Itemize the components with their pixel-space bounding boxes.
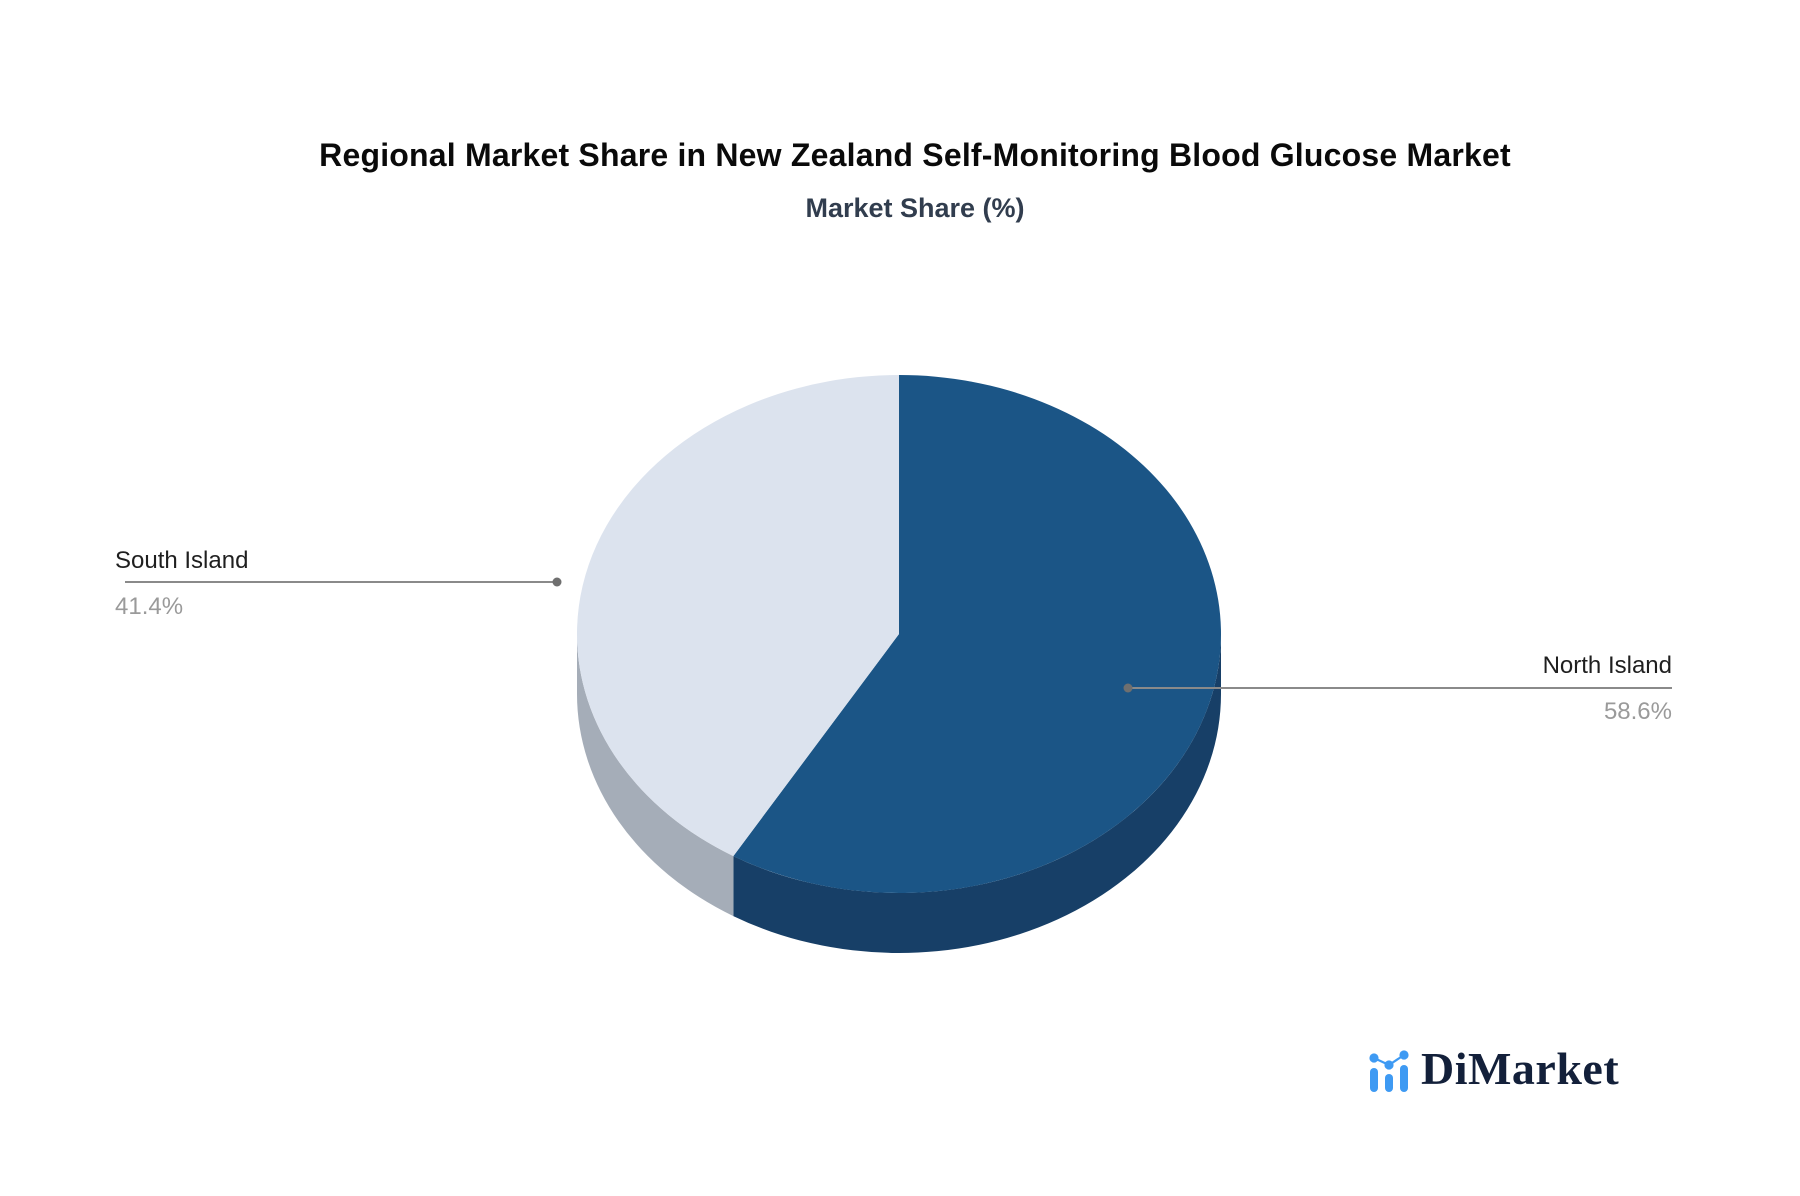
brand-name: DiMarket: [1421, 1043, 1620, 1094]
chart-title: Regional Market Share in New Zealand Sel…: [319, 137, 1511, 173]
pie-slice-north-island[interactable]: [733, 375, 1221, 894]
data-label-north-island-pct: 58.6%: [1603, 698, 1672, 725]
connector-north-island-dot: [1123, 683, 1133, 693]
pie-slice-south-island[interactable]: [576, 375, 899, 857]
connector-south-island-dot: [552, 577, 562, 587]
data-label-south-island-pct: 41.4%: [115, 593, 184, 620]
data-label-south-island: South Island: [115, 547, 249, 574]
brand-logo: DiMarket: [1369, 1046, 1619, 1106]
bar-chart-logo-icon: [1369, 1050, 1409, 1092]
pie-slice-side-south-island: [576, 634, 734, 917]
data-label-north-island: North Island: [1542, 652, 1672, 679]
chart-subtitle: Market Share (%): [805, 193, 1025, 223]
pie-slice-side-north-island: [733, 634, 1221, 954]
